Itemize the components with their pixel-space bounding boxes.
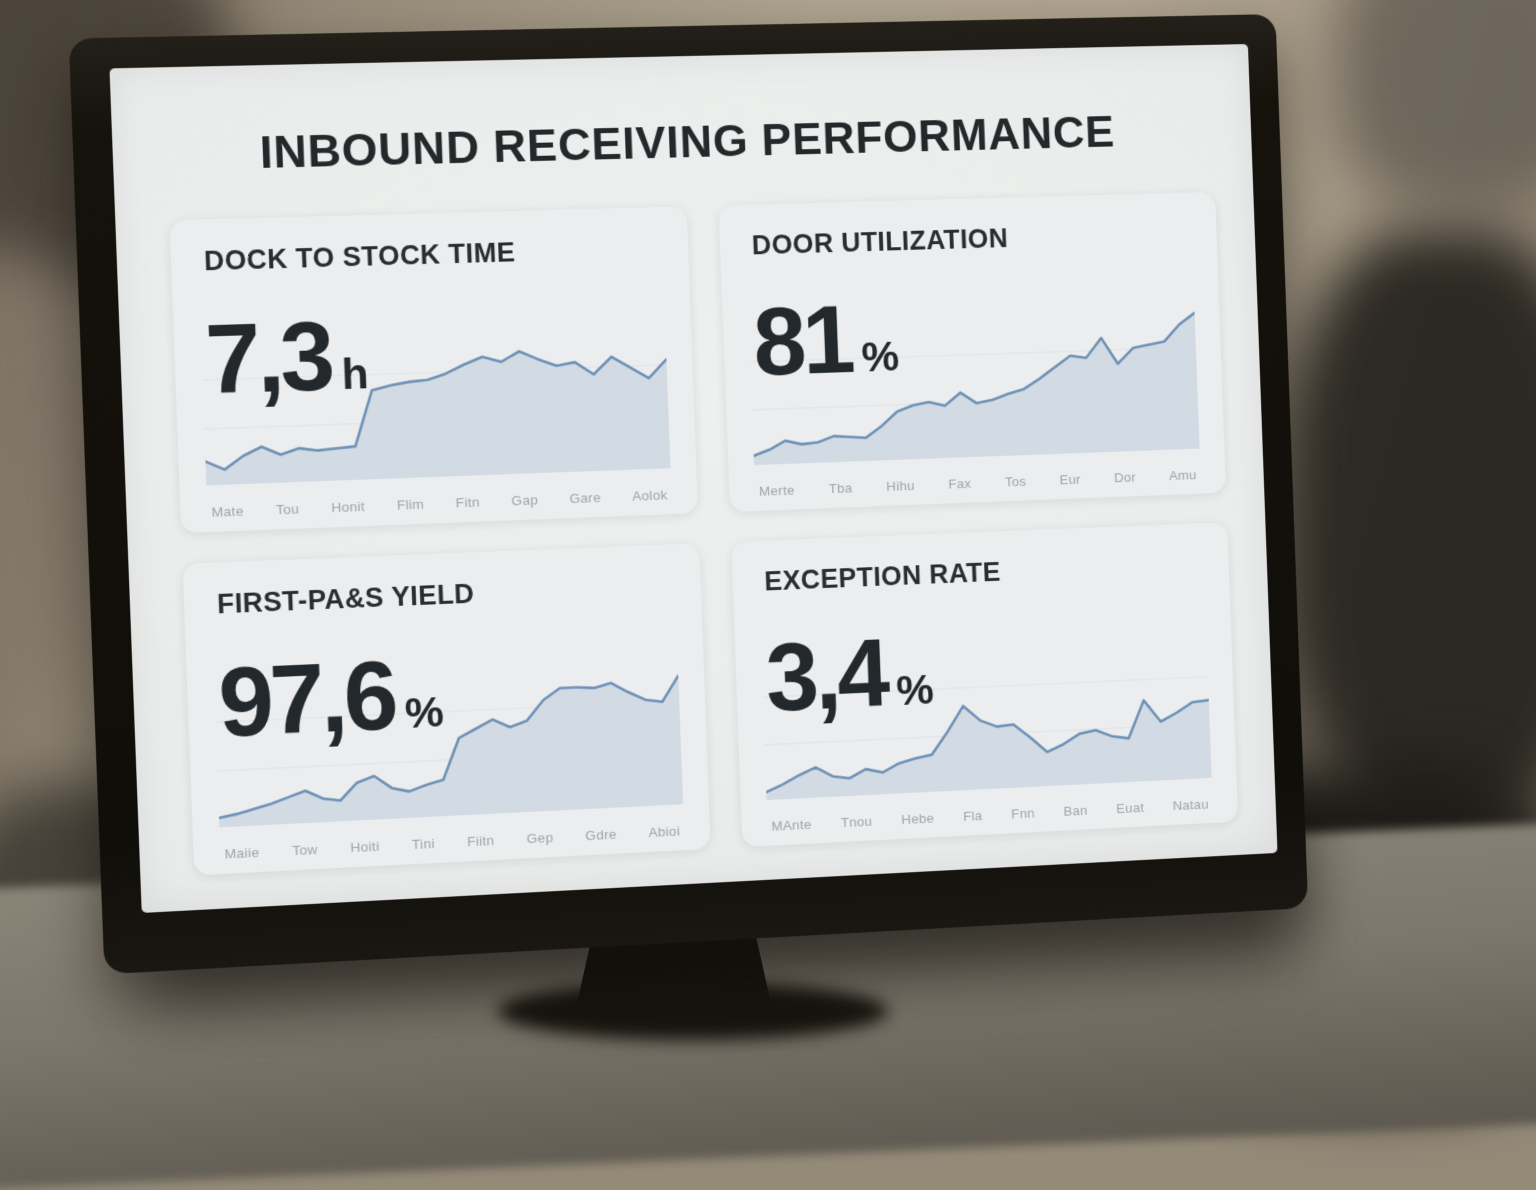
card-title: EXCEPTION RATE	[763, 556, 1002, 596]
kpi-value: 3,4%	[764, 617, 935, 734]
x-tick-label: Ban	[1063, 802, 1088, 819]
card-title: DOOR UTILIZATION	[751, 223, 1009, 261]
chart-area-fill	[201, 346, 671, 485]
x-tick-label: Gep	[526, 829, 554, 847]
dashboard-screen: INBOUND RECEIVING PERFORMANCE DOCK TO ST…	[109, 44, 1278, 913]
kpi-card-first-pass-yield: FIRST-PA&S YIELD 97,6% Maiie Tow Hoiti Tini…	[182, 542, 711, 876]
x-tick-label: Hihu	[886, 477, 916, 494]
chart-area-fill	[763, 694, 1212, 801]
sparkline-chart	[213, 649, 684, 828]
kpi-number: 3,4	[763, 619, 888, 732]
sparkline-chart	[200, 313, 670, 485]
kpi-number: 81	[751, 286, 854, 397]
kpi-card-exception-rate: EXCEPTION RATE 3,4% MAnte Tnou Hebe Fla Fnn B…	[731, 521, 1239, 848]
background-blur-shape	[1336, 0, 1536, 210]
kpi-grid: DOCK TO STOCK TIME 7,3 h Mate Tou Honit Flim…	[169, 191, 1239, 876]
x-axis-labels: Maiie Tow Hoiti Tini Fiitn Gep Gdre Abioi	[224, 823, 680, 861]
x-tick-label: Tba	[828, 479, 853, 496]
x-tick-label: Hebe	[901, 810, 935, 828]
x-tick-label: Fiitn	[466, 832, 495, 850]
x-tick-label: Fitn	[455, 493, 481, 510]
kpi-number: 7,3	[203, 302, 333, 415]
x-tick-label: Fla	[962, 808, 983, 824]
sparkline-chart	[748, 296, 1200, 465]
x-tick-label: MAnte	[771, 816, 812, 834]
kpi-unit: %	[860, 332, 901, 382]
x-tick-label: Maiie	[224, 844, 260, 862]
x-tick-label: Honit	[330, 498, 366, 515]
x-tick-label: Gap	[511, 491, 539, 508]
kpi-unit: h	[340, 349, 370, 400]
chart-area-fill	[748, 312, 1200, 465]
x-tick-label: Natau	[1172, 796, 1209, 814]
monitor-stand-base	[498, 982, 888, 1040]
x-tick-label: Tou	[275, 500, 300, 517]
x-tick-label: Aolok	[631, 486, 668, 504]
kpi-card-door-utilization: DOOR UTILIZATION 81% Merte Tba Hihu Fax Tos E…	[718, 191, 1227, 512]
x-tick-label: Fax	[948, 475, 972, 492]
kpi-card-dock-to-stock-time: DOCK TO STOCK TIME 7,3 h Mate Tou Honit Flim…	[169, 206, 699, 533]
background-blur-shape	[1286, 230, 1536, 830]
kpi-value: 97,6%	[217, 638, 446, 760]
x-tick-label: Amu	[1168, 466, 1197, 483]
x-tick-label: Euat	[1115, 799, 1145, 817]
x-tick-label: Flim	[396, 496, 425, 513]
x-tick-label: Gare	[569, 489, 602, 506]
x-tick-label: Abioi	[648, 823, 681, 841]
sparkline-chart	[761, 626, 1212, 801]
x-tick-label: Hoiti	[350, 838, 380, 856]
x-tick-label: Tini	[411, 835, 436, 853]
x-tick-label: Tow	[291, 841, 318, 859]
kpi-unit: %	[404, 687, 445, 738]
x-tick-label: Mate	[211, 502, 245, 520]
monitor-bezel: INBOUND RECEIVING PERFORMANCE DOCK TO ST…	[68, 14, 1309, 975]
x-tick-label: Eur	[1059, 471, 1082, 487]
dashboard-title: INBOUND RECEIVING PERFORMANCE	[258, 106, 1116, 179]
x-axis-labels: Mate Tou Honit Flim Fitn Gap Gare Aolok	[211, 487, 668, 519]
card-title: FIRST-PA&S YIELD	[216, 577, 475, 619]
x-axis-labels: Merte Tba Hihu Fax Tos Eur Dor Amu	[759, 467, 1197, 498]
kpi-number: 97,6	[216, 641, 397, 758]
card-title: DOCK TO STOCK TIME	[203, 237, 516, 277]
x-tick-label: Fnn	[1010, 805, 1036, 822]
kpi-value: 7,3 h	[204, 300, 370, 417]
x-tick-label: Dor	[1113, 469, 1137, 485]
x-tick-label: Gdre	[585, 826, 617, 844]
kpi-value: 81%	[751, 284, 900, 398]
x-tick-label: Tnou	[840, 813, 873, 831]
x-tick-label: Merte	[758, 482, 795, 499]
x-axis-labels: MAnte Tnou Hebe Fla Fnn Ban Euat Natau	[771, 797, 1209, 834]
kpi-unit: %	[895, 665, 935, 715]
background-blur-shape	[0, 250, 90, 680]
x-tick-label: Tos	[1004, 473, 1027, 489]
